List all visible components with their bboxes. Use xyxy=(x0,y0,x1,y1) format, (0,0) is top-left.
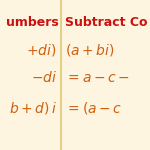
Text: $(a + bi)$: $(a + bi)$ xyxy=(65,42,115,58)
Text: umbers: umbers xyxy=(6,15,59,28)
Text: $+ di)$: $+ di)$ xyxy=(26,42,57,58)
Text: $b + d)\,i$: $b + d)\,i$ xyxy=(9,100,57,116)
Text: $= a - c -$: $= a - c -$ xyxy=(65,71,130,85)
FancyBboxPatch shape xyxy=(0,0,125,150)
Text: $- di$: $- di$ xyxy=(31,70,57,86)
Text: Subtract Co: Subtract Co xyxy=(65,15,147,28)
Text: $= (a - c$: $= (a - c$ xyxy=(65,100,122,116)
